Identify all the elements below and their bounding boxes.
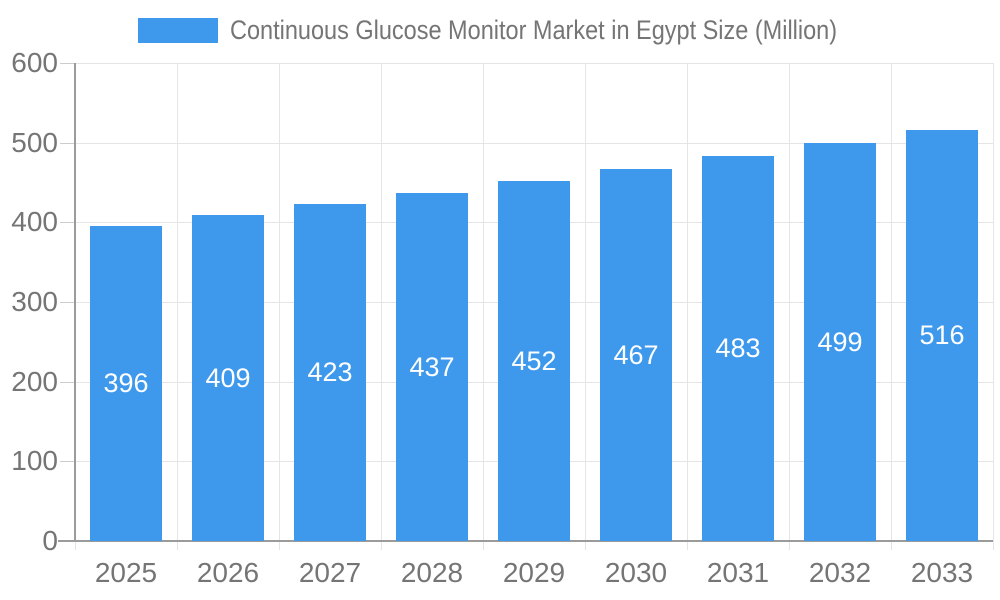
bar-value-label: 452	[511, 345, 557, 376]
gridline-vertical	[279, 63, 280, 550]
bar-value-label: 396	[103, 368, 149, 398]
y-axis-tick-label: 600	[11, 47, 58, 78]
bar-2025[interactable]: 396	[90, 226, 162, 541]
bar-value-label: 423	[307, 357, 353, 387]
x-axis-label: 2026	[196, 557, 260, 588]
x-axis-label: 2031	[706, 557, 770, 588]
gridline-vertical	[891, 63, 892, 550]
bar-2028[interactable]: 437	[396, 193, 468, 541]
y-axis-tick-label: 500	[11, 127, 58, 158]
x-axis-label: 2027	[298, 557, 362, 588]
bar-2030[interactable]: 467	[600, 169, 672, 541]
bar-2027[interactable]: 423	[294, 204, 366, 541]
y-axis-tick-label: 100	[11, 445, 58, 476]
x-axis-label: 2029	[502, 557, 566, 588]
y-axis-tick	[60, 143, 75, 144]
y-axis-tick-label: 300	[11, 286, 58, 317]
bar-2026[interactable]: 409	[192, 215, 264, 541]
x-axis-line	[58, 540, 993, 542]
bar-value-label: 409	[205, 362, 251, 393]
y-axis-tick	[60, 461, 75, 462]
gridline-vertical	[177, 63, 178, 550]
gridline-vertical	[993, 63, 994, 550]
bar-value-label: 499	[817, 326, 863, 357]
legend-swatch	[138, 18, 218, 43]
y-axis-tick	[60, 63, 75, 64]
gridline-vertical	[483, 63, 484, 550]
y-axis-tick	[60, 222, 75, 223]
gridline-vertical	[789, 63, 790, 550]
legend-label: Continuous Glucose Monitor Market in Egy…	[230, 15, 838, 45]
gridline-horizontal	[75, 143, 993, 144]
bar-2031[interactable]: 483	[702, 156, 774, 541]
y-axis-line	[74, 63, 76, 541]
bar-2029[interactable]: 452	[498, 181, 570, 541]
gridline-horizontal	[75, 63, 993, 64]
bar-value-label: 437	[409, 351, 455, 382]
y-axis-tick-label: 400	[11, 206, 58, 237]
x-axis-label: 2032	[808, 557, 872, 588]
gridline-vertical	[585, 63, 586, 550]
bar-value-label: 483	[715, 333, 761, 363]
bar-2033[interactable]: 516	[906, 130, 978, 541]
gridline-vertical	[381, 63, 382, 550]
x-axis-label: 2028	[400, 557, 464, 588]
y-axis-tick-label: 0	[42, 525, 58, 556]
bar-2032[interactable]: 499	[804, 143, 876, 541]
y-axis-tick	[60, 382, 75, 383]
y-axis-tick	[60, 302, 75, 303]
gridline-vertical	[687, 63, 688, 550]
legend[interactable]: Continuous Glucose Monitor Market in Egy…	[0, 0, 1000, 58]
x-axis-label: 2030	[604, 557, 668, 588]
bar-value-label: 467	[613, 339, 659, 370]
y-axis-tick-label: 200	[11, 366, 58, 397]
bar-value-label: 516	[919, 320, 965, 350]
x-axis-label: 2033	[910, 557, 974, 588]
x-axis-label: 2025	[94, 557, 158, 588]
